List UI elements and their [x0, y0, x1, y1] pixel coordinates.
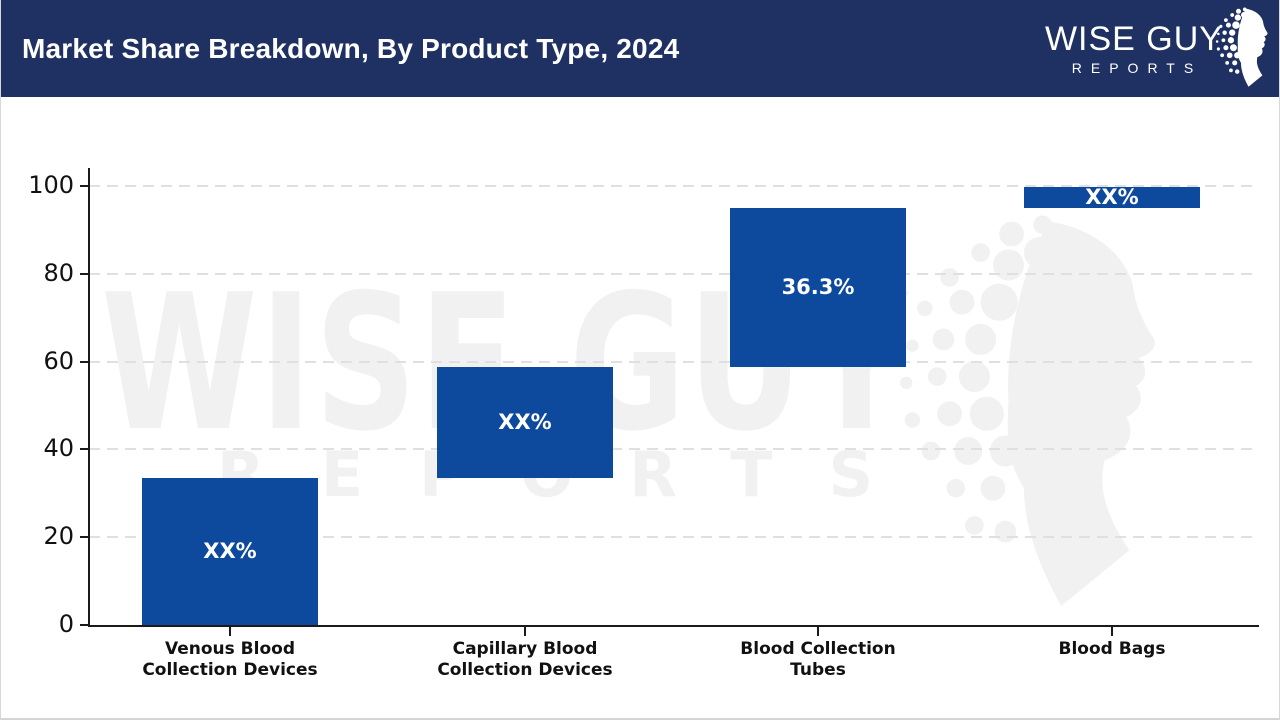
x-tick-mark-0 — [229, 627, 231, 636]
bar-blood-collection-tubes: 36.3% — [730, 207, 906, 367]
x-tick-mark-1 — [524, 627, 526, 636]
category-label-line: Blood Collection — [740, 639, 896, 659]
category-label-line: Capillary Blood — [452, 639, 598, 659]
bar-capillary-blood-collection-devices: XX% — [437, 366, 613, 478]
bar-venous-blood-collection-devices: XX% — [142, 477, 318, 625]
category-label-blood-collection-tubes: Blood Collection Tubes — [688, 639, 948, 681]
y-axis-line — [88, 168, 90, 627]
header-bar: Market Share Breakdown, By Product Type,… — [1, 0, 1279, 97]
bar-value-label: XX% — [203, 539, 257, 564]
category-label-venous-blood-collection-devices: Venous Blood Collection Devices — [100, 639, 360, 681]
category-label-line: Collection Devices — [142, 660, 318, 680]
bar-value-label: XX% — [1085, 185, 1139, 210]
category-label-line: Collection Devices — [437, 660, 613, 680]
logo-reports-label: REPORTS — [1071, 60, 1203, 76]
logo-text: WISE GUY REPORTS — [1045, 22, 1223, 76]
x-axis-line — [88, 625, 1259, 627]
category-label-blood-bags: Blood Bags — [982, 639, 1242, 660]
bar-value-label: XX% — [498, 410, 552, 435]
x-tick-mark-2 — [817, 627, 819, 636]
logo-face-icon — [1215, 7, 1268, 87]
bar-blood-bags: XX% — [1024, 185, 1200, 210]
category-label-line: Blood Bags — [1058, 639, 1166, 659]
logo-wiseguy-label: WISE GUY — [1044, 20, 1223, 58]
page-title: Market Share Breakdown, By Product Type,… — [22, 32, 680, 64]
bar-value-label: 36.3% — [781, 275, 855, 300]
category-label-line: Tubes — [790, 660, 846, 680]
category-label-line: Venous Blood — [165, 639, 295, 659]
wise-guy-reports-logo: WISE GUY REPORTS — [1045, 4, 1273, 94]
x-tick-mark-3 — [1111, 627, 1113, 636]
category-label-capillary-blood-collection-devices: Capillary Blood Collection Devices — [395, 639, 655, 681]
